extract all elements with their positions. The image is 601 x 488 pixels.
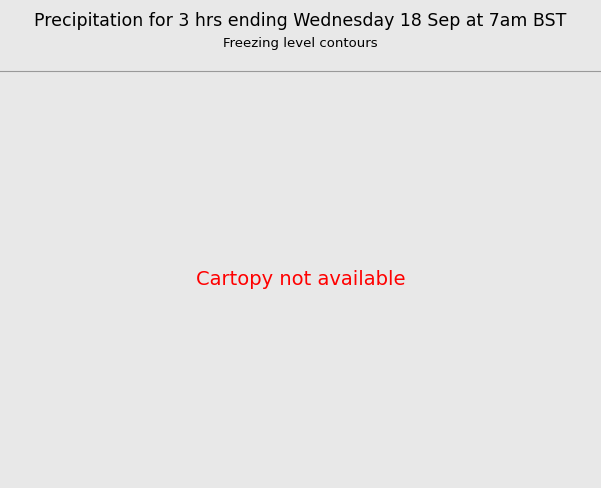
Text: Precipitation for 3 hrs ending Wednesday 18 Sep at 7am BST: Precipitation for 3 hrs ending Wednesday… — [34, 12, 567, 30]
Text: Cartopy not available: Cartopy not available — [196, 270, 405, 289]
Text: Freezing level contours: Freezing level contours — [223, 37, 378, 50]
